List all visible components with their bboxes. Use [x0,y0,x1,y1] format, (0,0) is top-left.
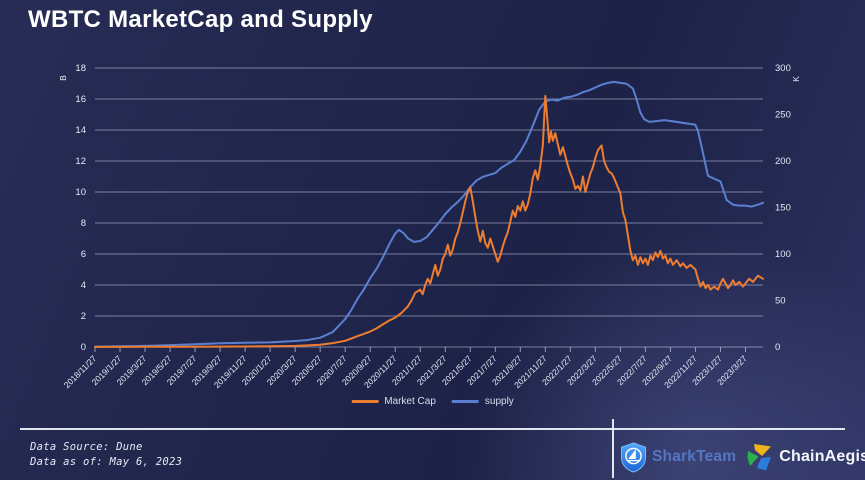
brand-bar: SharkTeam ChainAegis [620,438,865,476]
right-axis-tick-label: 50 [775,296,786,307]
left-axis-tick-label: 4 [81,280,86,291]
right-axis-unit-label: K [791,76,801,82]
legend-label: supply [484,396,514,407]
chainaegis-brand: ChainAegis [746,443,865,472]
legend-item-market-cap: Market Cap [351,396,436,407]
footer-divider-line [20,428,845,430]
left-axis-tick-label: 10 [75,187,86,198]
footer-vertical-divider [612,419,614,478]
chainaegis-label: ChainAegis [779,448,865,465]
data-asof-text: Data as of: May 6, 2023 [30,456,183,468]
sharkteam-brand: SharkTeam [620,441,737,473]
sharkteam-label: SharkTeam [652,448,737,465]
series-line-supply [94,80,764,348]
sharkteam-shield-icon [621,441,646,473]
right-axis-tick-label: 200 [775,156,791,167]
page-title: WBTC MarketCap and Supply [28,6,373,33]
left-axis-unit-label: B [58,75,68,81]
legend-swatch [351,400,379,403]
right-axis-tick-label: 0 [775,342,780,353]
legend-item-supply: supply [451,396,514,407]
chart-legend: Market Cap supply [351,396,514,407]
left-axis-tick-label: 0 [81,342,86,353]
right-axis-tick-label: 150 [775,203,791,214]
left-axis-tick-label: 2 [81,311,86,322]
data-source-text: Data Source: Dune [30,441,143,453]
legend-label: Market Cap [384,396,436,407]
data-notes: Data Source: Dune Data as of: May 6, 202… [30,440,182,470]
chainaegis-logo-icon [747,443,772,470]
legend-swatch [451,400,479,403]
left-axis-tick-label: 14 [75,125,86,136]
left-axis-tick-label: 16 [75,94,86,105]
left-axis-tick-label: 8 [81,218,86,229]
right-axis-tick-label: 250 [775,110,791,121]
right-axis-tick-label: 100 [775,249,791,260]
series-line-market-cap [94,94,764,348]
left-axis-tick-label: 6 [81,249,86,260]
left-axis-tick-label: 18 [75,63,86,74]
left-axis-tick-label: 12 [75,156,86,167]
right-axis-tick-label: 300 [775,63,791,74]
